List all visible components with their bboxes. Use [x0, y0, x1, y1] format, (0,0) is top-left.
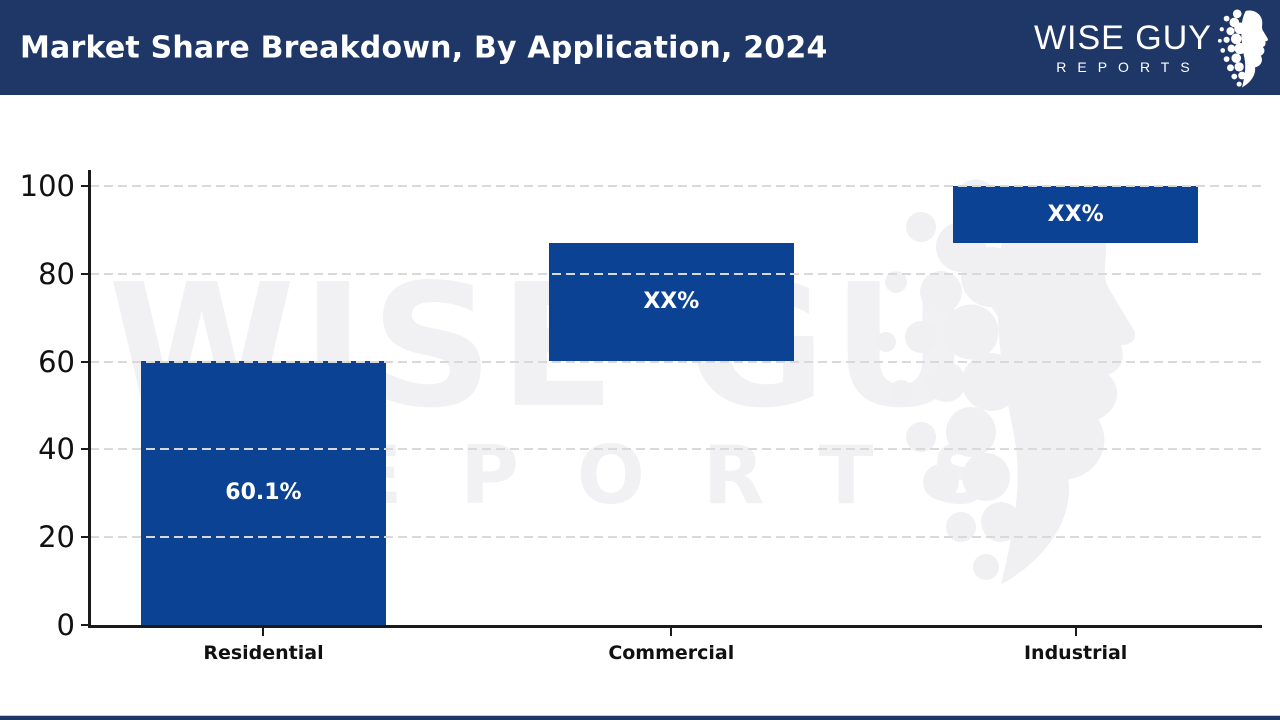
y-tick-label: 80	[38, 256, 75, 291]
gridline	[90, 360, 1262, 363]
gridline	[90, 448, 1262, 451]
y-tick-label: 60	[38, 344, 75, 379]
logo-wordmark-line1: WISE GUY	[1033, 19, 1212, 57]
y-axis-tick	[81, 185, 88, 187]
x-axis-line	[88, 625, 1262, 628]
bar-commercial: XX%	[548, 243, 794, 362]
x-axis-tick	[1074, 628, 1077, 636]
gridline	[90, 272, 1262, 275]
y-tick-label: 0	[56, 608, 75, 642]
gridline	[90, 536, 1262, 539]
bar-industrial: XX%	[953, 186, 1199, 244]
logo-wordmark-line2: REPORTS	[1056, 59, 1201, 75]
plot-area: 0 20 40 60 80 100 60.1% Residential XX% Commercia…	[20, 170, 1262, 664]
chart-title: Market Share Breakdown, By Application, …	[20, 30, 828, 65]
x-axis-tick	[670, 628, 673, 636]
y-axis-tick	[81, 536, 88, 539]
gridline	[90, 185, 1262, 187]
x-axis-tick	[262, 628, 265, 636]
y-axis-line	[88, 170, 91, 628]
y-axis-tick	[81, 272, 88, 275]
logo-head-icon	[1217, 8, 1268, 88]
bar-value-label: 60.1%	[225, 480, 302, 506]
x-category-label: Residential	[203, 642, 324, 664]
bar-residential: 60.1%	[140, 361, 386, 625]
bar-value-label: XX%	[1047, 201, 1104, 227]
y-axis-tick	[81, 624, 88, 626]
bar-value-label: XX%	[643, 289, 700, 315]
y-tick-label: 20	[38, 520, 75, 555]
y-axis-tick	[81, 448, 88, 451]
watermark-head-icon	[876, 179, 1136, 585]
y-tick-label: 40	[38, 432, 75, 467]
x-category-label: Commercial	[608, 642, 735, 664]
y-tick-label: 100	[19, 169, 75, 203]
x-category-label: Industrial	[1023, 642, 1128, 664]
logo-wordmark: WISE GUY REPORTS	[1034, 20, 1212, 76]
wiseguy-logo: WISE GUY REPORTS	[1034, 6, 1272, 90]
header: Market Share Breakdown, By Application, …	[0, 0, 1280, 95]
y-axis-tick	[81, 360, 88, 363]
footer-accent-bar	[0, 715, 1280, 720]
